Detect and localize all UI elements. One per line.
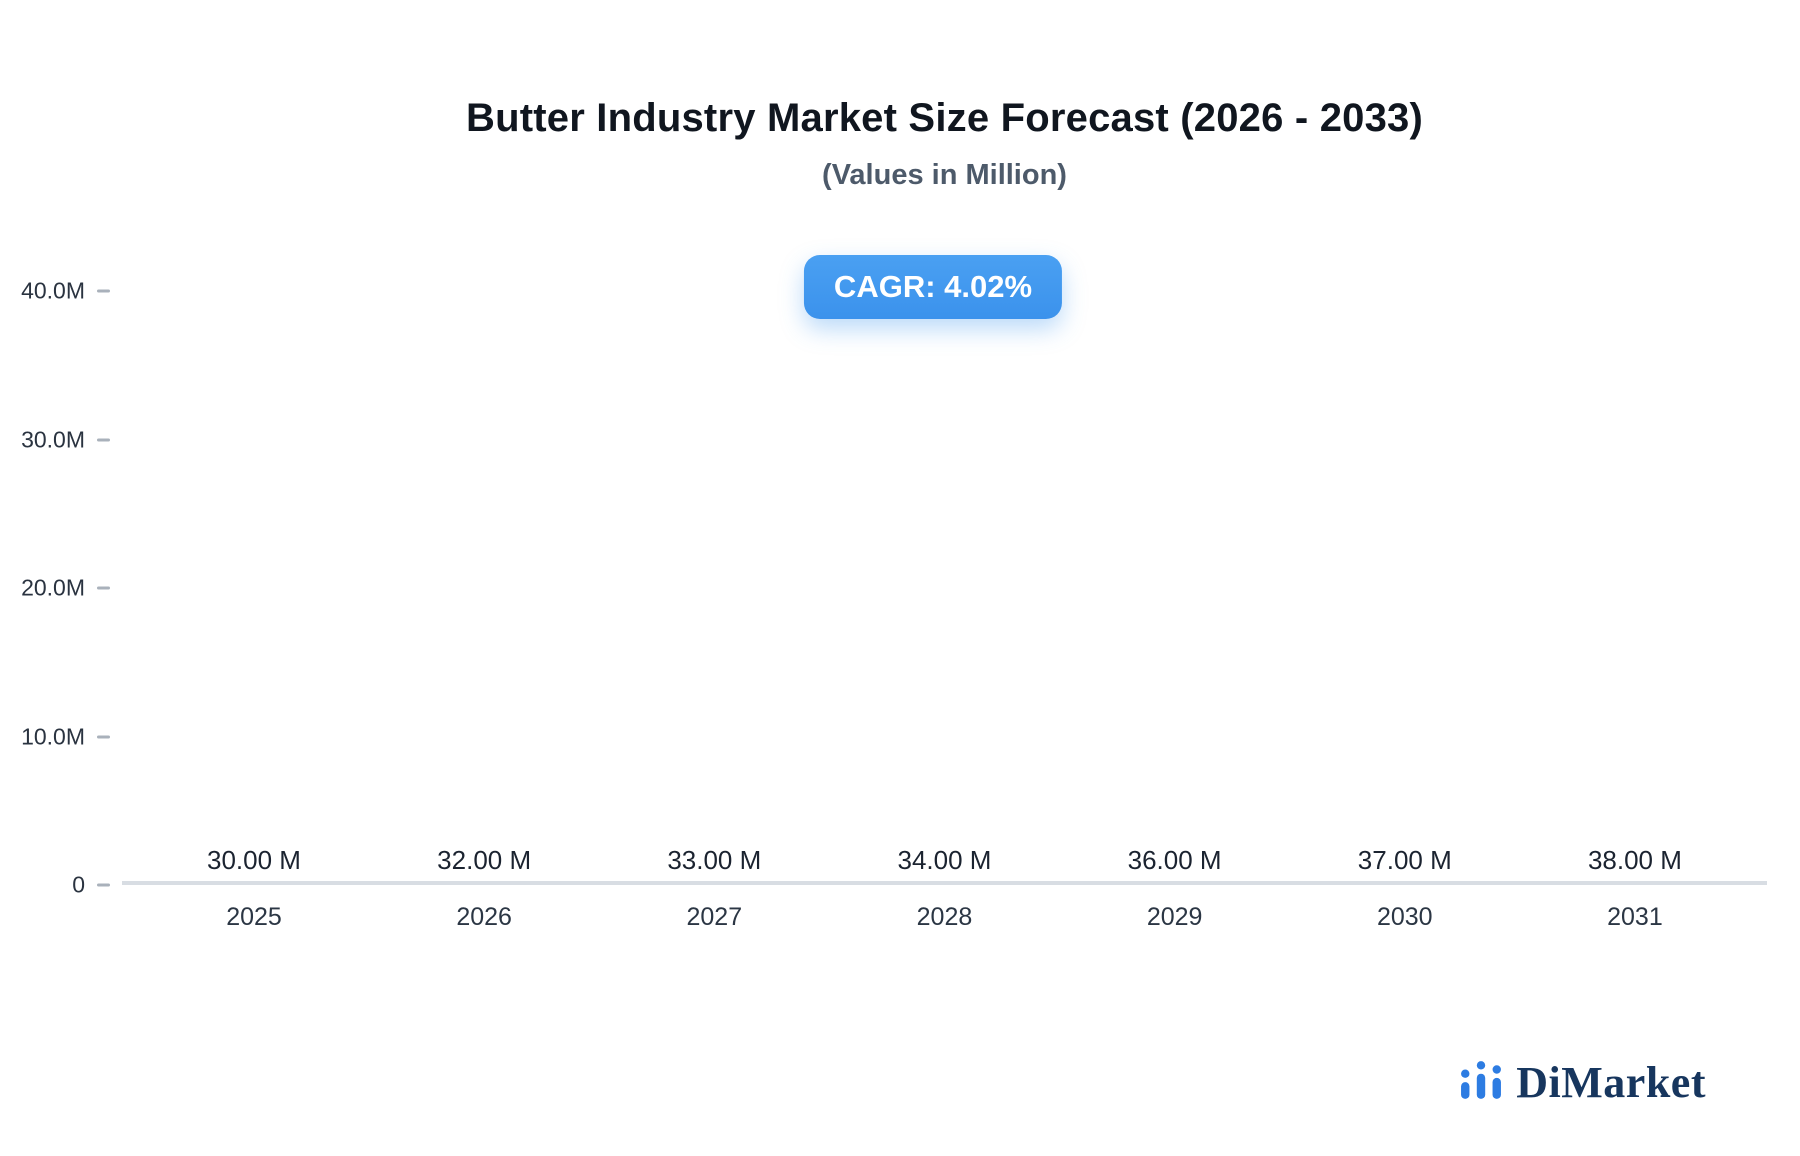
y-tick: 20.0M [0,575,110,602]
bar-value-label: 34.00 M [897,845,992,875]
x-axis-label: 2029 [1146,903,1203,931]
chart-area: CAGR: 4.02% 40.0M 30.0M 20.0M 10.0M 0 30.00 … [21,255,1767,931]
x-axis-labels: 2025 2026 2027 2028 2029 2030 2031 [122,903,1767,932]
bar-group: 33.00 M [612,847,816,881]
bar-group: 37.00 M [1303,847,1507,881]
dimarket-logo-icon [1458,1059,1504,1106]
y-tick-label: 20.0M [21,574,85,601]
y-tick-dash [97,735,110,738]
x-axis-label: 2026 [456,903,512,931]
y-tick-label: 0 [72,871,85,898]
chart-subtitle: (Values in Million) [822,159,1067,191]
bar-group: 32.00 M [382,847,586,881]
plot-area: 30.00 M 32.00 M 33.00 M 34.00 M 36.00 M 37.00… [122,291,1767,885]
y-tick: 0 [0,872,110,899]
chart-header: Butter Industry Market Size Forecast (20… [122,96,1767,192]
bar-group: 30.00 M [152,847,356,881]
y-tick-label: 40.0M [21,277,85,304]
bar-value-label: 36.00 M [1127,845,1222,875]
dimarket-logo: DiMarket [1458,1057,1706,1108]
bar-group: 38.00 M [1533,847,1737,881]
cagr-badge: CAGR: 4.02% [803,255,1063,319]
y-tick-dash [97,586,110,590]
x-axis-label: 2031 [1607,903,1663,931]
bar-value-label: 32.00 M [437,845,532,875]
y-tick-dash [97,883,110,887]
y-tick: 30.0M [0,426,110,453]
x-axis-label: 2027 [686,903,743,931]
bar-group: 36.00 M [1073,847,1277,881]
bar-group: 34.00 M [842,847,1046,881]
bar-value-label: 37.00 M [1357,845,1452,875]
y-tick: 40.0M [0,278,110,305]
y-tick-dash [97,438,110,441]
bar-value-label: 30.00 M [207,845,301,875]
bar-value-label: 38.00 M [1587,845,1682,875]
y-tick-label: 10.0M [21,723,85,749]
x-axis-label: 2030 [1376,903,1433,931]
bar-value-label: 33.00 M [667,845,762,875]
chart-title: Butter Industry Market Size Forecast (20… [465,96,1423,140]
y-tick-dash [97,289,110,293]
dimarket-logo-text: DiMarket [1516,1058,1706,1107]
y-tick: 10.0M [0,723,110,750]
x-axis-label: 2025 [226,903,282,931]
y-tick-label: 30.0M [21,426,85,452]
x-axis-label: 2028 [916,903,973,931]
